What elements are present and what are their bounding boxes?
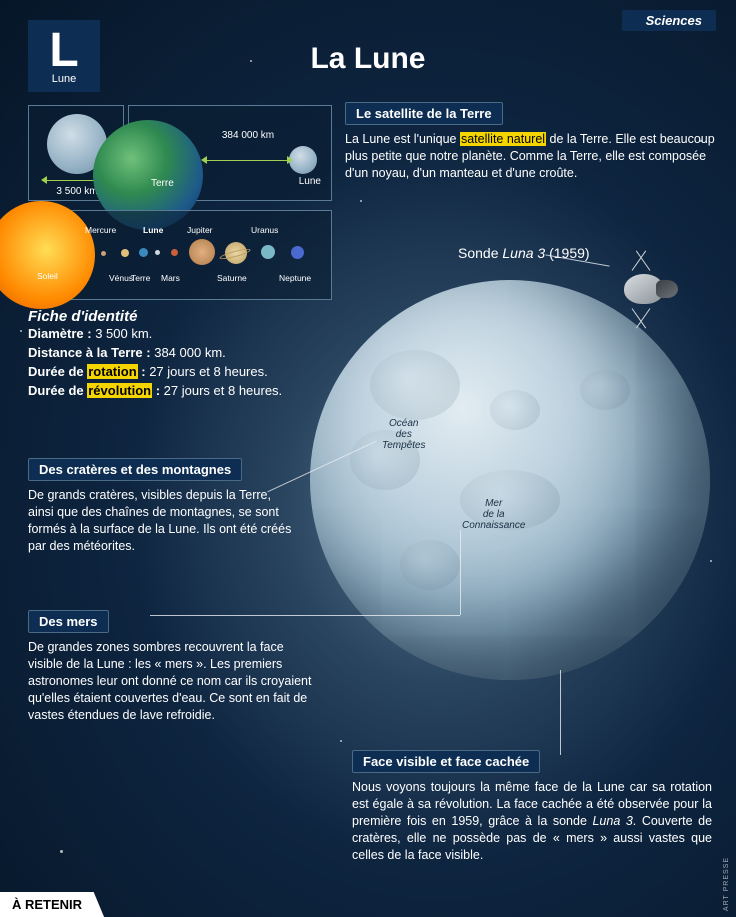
satellite-title: Le satellite de la Terre <box>345 102 503 125</box>
solar-system-diagram: Soleil Mercure Vénus Terre Lune Mars Jup… <box>28 210 332 300</box>
section-satellite: Le satellite de la Terre La Lune est l'u… <box>345 102 715 182</box>
faces-text: Nous voyons toujours la même face de la … <box>352 779 712 863</box>
seas-text: De grandes zones sombres recouvrent la f… <box>28 639 313 723</box>
distance-label: 384 000 km <box>201 130 295 141</box>
retain-badge: À RETENIR <box>0 892 104 917</box>
mer-label: Mer de la Connaissance <box>462 498 525 531</box>
earth-label: Terre <box>151 178 174 189</box>
section-identity: Fiche d'identité Diamètre : 3 500 km. Di… <box>28 308 338 400</box>
sun-label: Soleil <box>37 271 58 281</box>
credit: ART PRESSE <box>723 857 730 911</box>
section-craters: Des cratères et des montagnes De grands … <box>28 458 298 555</box>
craters-title: Des cratères et des montagnes <box>28 458 242 481</box>
moon-illustration: Océan des Tempêtes Mer de la Connaissanc… <box>310 280 710 680</box>
seas-title: Des mers <box>28 610 109 633</box>
identity-title: Fiche d'identité <box>28 308 338 325</box>
section-faces: Face visible et face cachée Nous voyons … <box>352 750 712 863</box>
ocean-label: Océan des Tempêtes <box>382 418 426 451</box>
category-badge: Sciences <box>622 10 716 31</box>
distance-diagram: 384 000 km Terre Lune <box>128 105 332 201</box>
section-seas: Des mers De grandes zones sombres recouv… <box>28 610 313 723</box>
craters-text: De grands cratères, visibles depuis la T… <box>28 487 298 555</box>
page-title: La Lune <box>0 42 736 76</box>
faces-title: Face visible et face cachée <box>352 750 540 773</box>
probe-icon <box>612 260 682 316</box>
satellite-text: La Lune est l'unique satellite naturel d… <box>345 131 715 182</box>
moon-label: Lune <box>299 176 321 187</box>
